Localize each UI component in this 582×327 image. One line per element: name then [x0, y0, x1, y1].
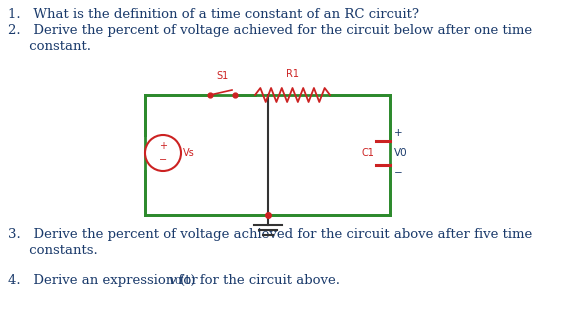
Circle shape: [145, 135, 181, 171]
Text: −: −: [159, 155, 167, 165]
Text: R1: R1: [286, 69, 299, 79]
Text: constants.: constants.: [8, 244, 98, 257]
Text: 4.   Derive an expression for: 4. Derive an expression for: [8, 274, 202, 287]
Text: 0: 0: [175, 277, 180, 286]
Bar: [145, 95, 390, 215]
Text: 2.   Derive the percent of voltage achieved for the circuit below after one time: 2. Derive the percent of voltage achieve…: [8, 24, 532, 37]
Text: V0: V0: [394, 148, 407, 158]
Text: Vs: Vs: [183, 148, 195, 158]
Text: −: −: [394, 168, 403, 178]
Text: constant.: constant.: [8, 40, 91, 53]
Text: C1: C1: [361, 148, 374, 158]
Text: 1.   What is the definition of a time constant of an RC circuit?: 1. What is the definition of a time cons…: [8, 8, 419, 21]
Text: +: +: [394, 128, 403, 138]
Text: 3.   Derive the percent of voltage achieved for the circuit above after five tim: 3. Derive the percent of voltage achieve…: [8, 228, 533, 241]
Text: +: +: [159, 141, 167, 151]
Text: (t) for the circuit above.: (t) for the circuit above.: [180, 274, 340, 287]
Text: v: v: [169, 274, 176, 287]
Text: S1: S1: [217, 71, 229, 81]
